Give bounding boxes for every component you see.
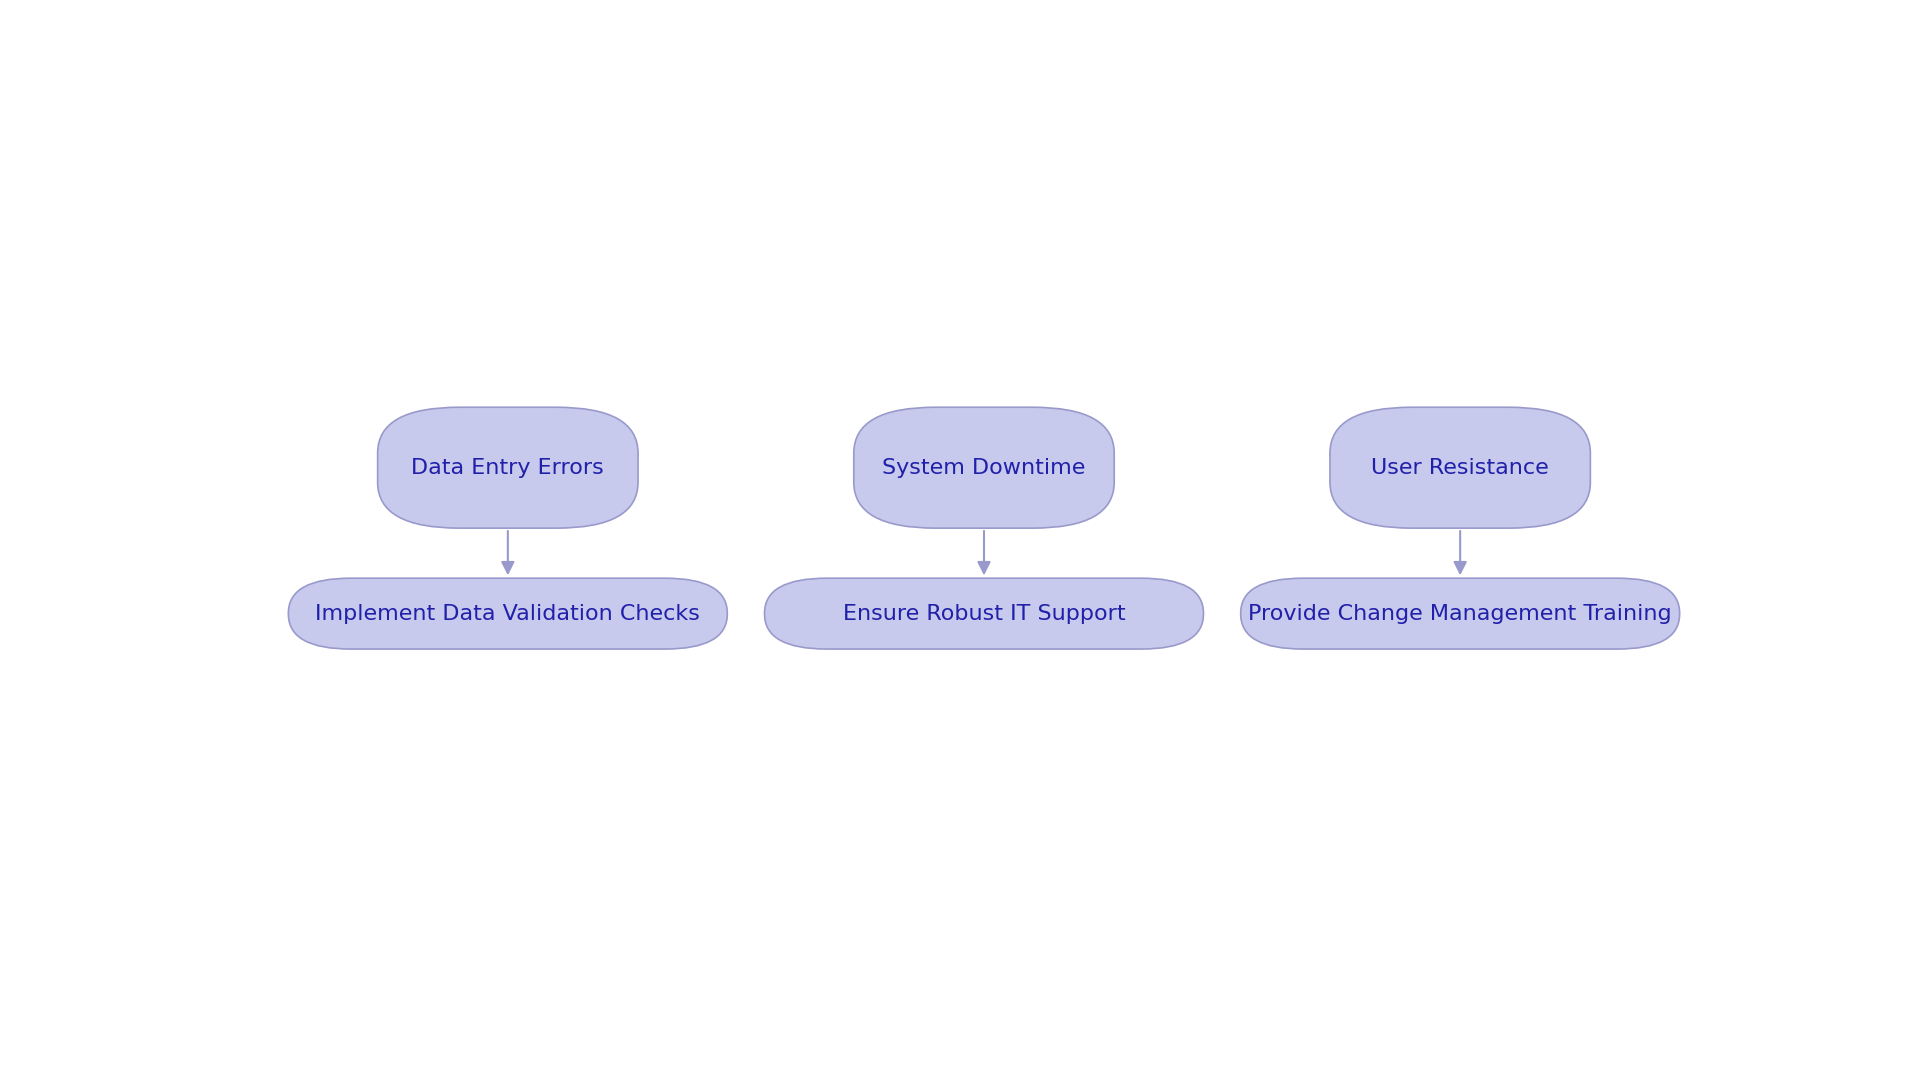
Text: User Resistance: User Resistance — [1371, 458, 1549, 478]
FancyBboxPatch shape — [378, 407, 637, 529]
Text: System Downtime: System Downtime — [883, 458, 1085, 478]
Text: Data Entry Errors: Data Entry Errors — [411, 458, 605, 478]
FancyBboxPatch shape — [1331, 407, 1590, 529]
Text: Provide Change Management Training: Provide Change Management Training — [1248, 603, 1672, 624]
Text: Ensure Robust IT Support: Ensure Robust IT Support — [843, 603, 1125, 624]
FancyBboxPatch shape — [1240, 578, 1680, 649]
FancyBboxPatch shape — [764, 578, 1204, 649]
Text: Implement Data Validation Checks: Implement Data Validation Checks — [315, 603, 701, 624]
FancyBboxPatch shape — [854, 407, 1114, 529]
FancyBboxPatch shape — [288, 578, 728, 649]
